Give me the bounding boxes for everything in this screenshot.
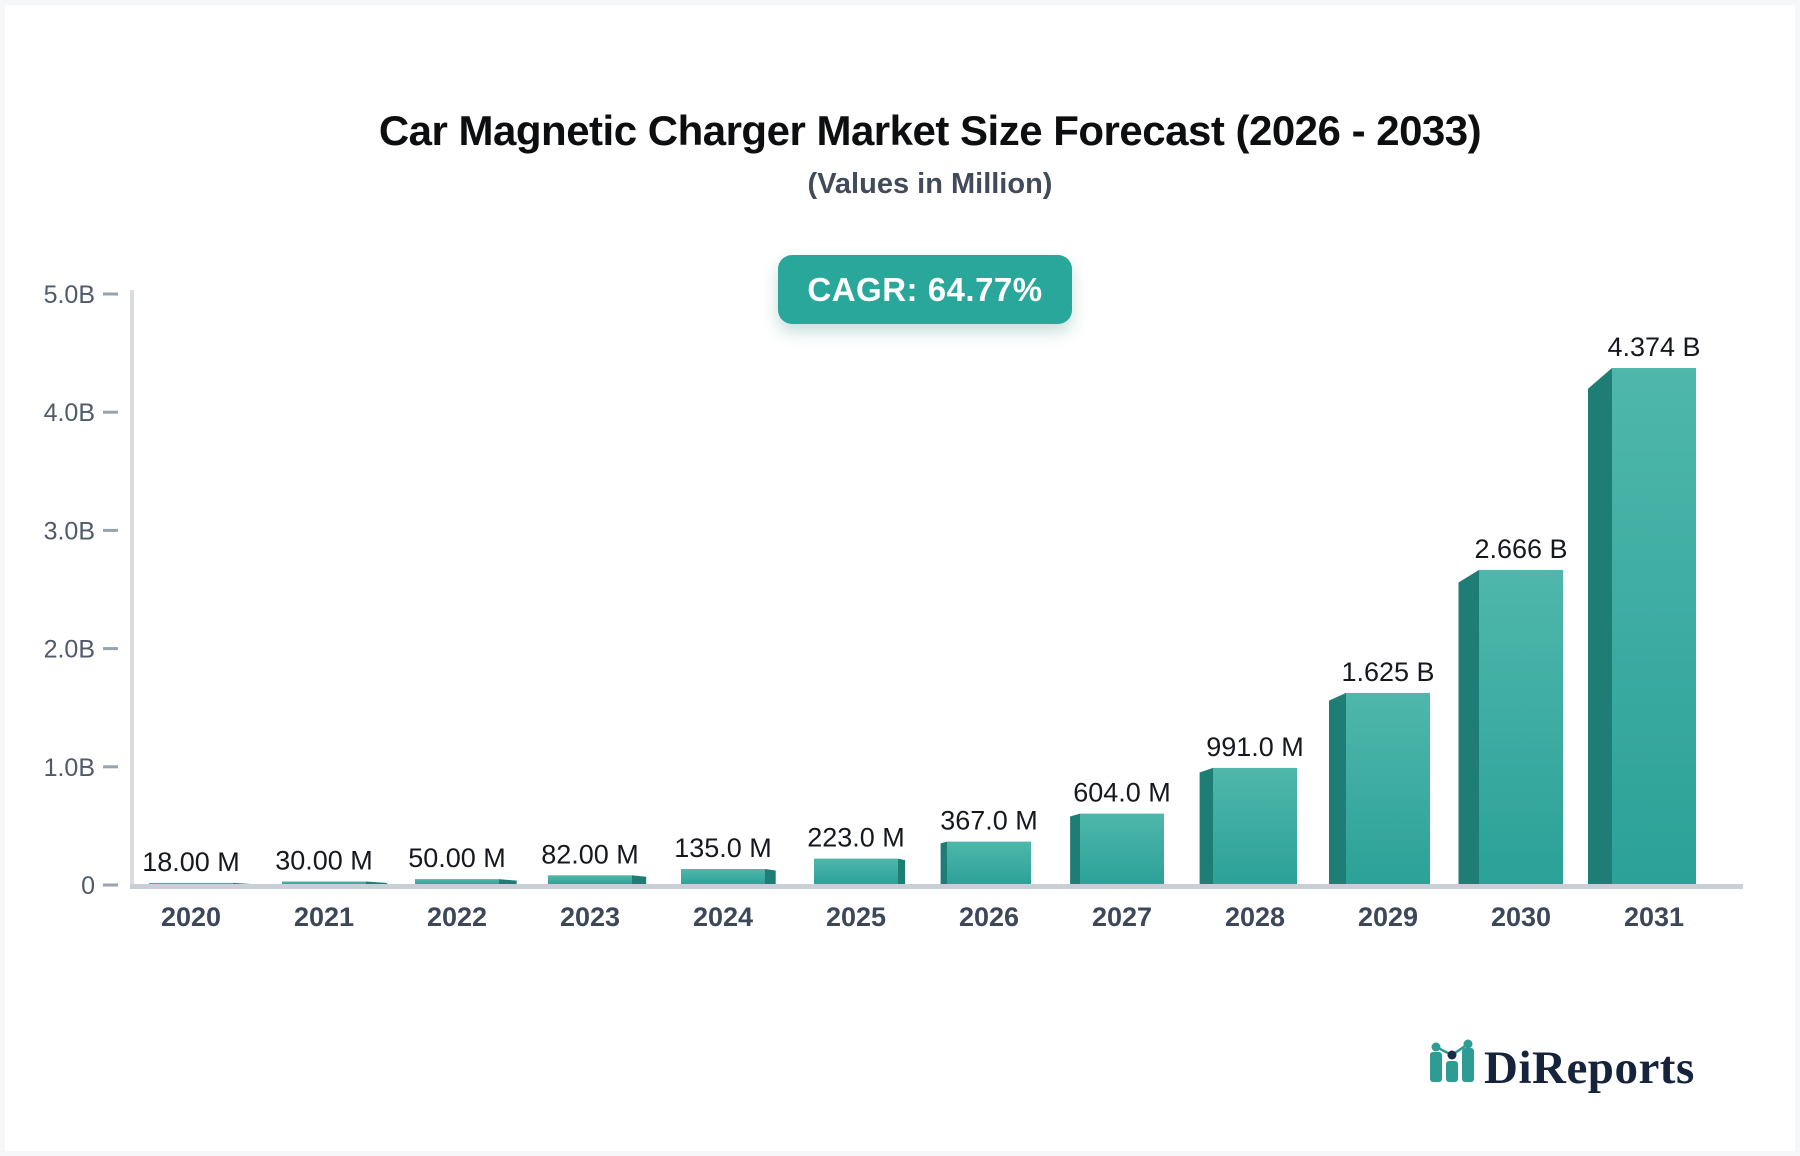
bar-side-face xyxy=(1199,767,1213,885)
bar-value-label: 50.00 M xyxy=(408,843,506,873)
bar-value-label: 1.625 B xyxy=(1341,657,1434,687)
x-axis-baseline xyxy=(130,884,1743,889)
bar-front-face xyxy=(1612,368,1696,885)
bar-value-label: 991.0 M xyxy=(1206,732,1304,762)
bar-side-face xyxy=(1329,692,1346,885)
bar-2021: 30.00 M 2021 xyxy=(275,846,388,932)
bar-value-label: 2.666 B xyxy=(1474,534,1567,564)
bar-2020: 18.00 M 2020 xyxy=(142,847,258,932)
x-axis-label: 2021 xyxy=(294,902,354,932)
y-tick xyxy=(103,765,118,769)
cagr-badge: CAGR: 64.77% xyxy=(778,255,1072,324)
bar-front-face xyxy=(1213,767,1297,885)
bar-2031: 4.374 B 2031 xyxy=(1588,332,1701,932)
bar-side-face xyxy=(940,841,947,885)
direports-logo-text: DiReports xyxy=(1484,1042,1695,1094)
x-axis-label: 2024 xyxy=(693,902,753,932)
bar-value-label: 18.00 M xyxy=(142,847,240,877)
bar-2025: 223.0 M 2025 xyxy=(807,823,906,932)
bar-side-face xyxy=(1458,569,1479,885)
bar-front-face xyxy=(681,869,765,885)
bar-value-label: 604.0 M xyxy=(1073,778,1171,808)
bar-value-label: 82.00 M xyxy=(541,839,639,869)
y-tick xyxy=(103,883,118,887)
x-axis-label: 2026 xyxy=(959,902,1019,932)
bar-front-face xyxy=(282,881,366,885)
bar-2022: 50.00 M 2022 xyxy=(408,843,517,932)
bar-value-label: 135.0 M xyxy=(674,833,772,863)
y-tick-label: 2.0B xyxy=(44,636,95,664)
bar-front-face xyxy=(1346,692,1430,885)
bar-front-face xyxy=(814,858,898,885)
bar-2028: 991.0 M 2028 xyxy=(1199,732,1304,932)
bar-side-face xyxy=(898,858,906,885)
y-tick-label: 4.0B xyxy=(44,399,95,427)
bar-front-face xyxy=(415,879,499,885)
bar-side-face xyxy=(765,869,776,885)
bar-side-face xyxy=(499,879,517,885)
bar-2024: 135.0 M 2024 xyxy=(674,833,776,932)
bar-front-face xyxy=(947,841,1031,885)
x-axis-label: 2030 xyxy=(1491,902,1551,932)
y-tick xyxy=(103,647,118,651)
bar-2027: 604.0 M 2027 xyxy=(1070,778,1171,932)
bar-side-face xyxy=(1070,813,1080,885)
y-tick xyxy=(103,292,118,296)
direports-logo: DiReports xyxy=(1428,1036,1728,1106)
page-subtitle: (Values in Million) xyxy=(807,168,1053,200)
bar-value-label: 4.374 B xyxy=(1607,332,1700,362)
bar-front-face xyxy=(548,875,632,885)
bar-value-label: 223.0 M xyxy=(807,823,905,853)
bar-front-face xyxy=(1080,813,1164,885)
x-axis-label: 2020 xyxy=(161,902,221,932)
y-tick-label: 3.0B xyxy=(44,517,95,545)
bar-value-label: 30.00 M xyxy=(275,846,373,876)
x-axis-label: 2027 xyxy=(1092,902,1152,932)
bar-2023: 82.00 M 2023 xyxy=(541,839,647,932)
bar-front-face xyxy=(1479,569,1563,885)
x-axis-label: 2023 xyxy=(560,902,620,932)
x-axis-label: 2022 xyxy=(427,902,487,932)
page-title: Car Magnetic Charger Market Size Forecas… xyxy=(378,107,1482,154)
bar-side-face xyxy=(632,875,647,885)
y-tick-label: 0 xyxy=(81,872,95,900)
bar-2029: 1.625 B 2029 xyxy=(1329,657,1435,932)
bar-value-label: 367.0 M xyxy=(940,806,1038,836)
x-axis-label: 2028 xyxy=(1225,902,1285,932)
x-axis-label: 2029 xyxy=(1358,902,1418,932)
bar-2030: 2.666 B 2030 xyxy=(1458,534,1568,932)
bar-side-face xyxy=(1588,368,1612,885)
bar-front-face xyxy=(149,882,233,885)
x-axis-label: 2031 xyxy=(1624,902,1684,932)
x-axis-label: 2025 xyxy=(826,902,886,932)
y-tick xyxy=(103,410,118,414)
y-tick-label: 1.0B xyxy=(44,754,95,782)
mini-bar-line-chart-icon xyxy=(1430,1039,1474,1082)
y-tick-label: 5.0B xyxy=(44,281,95,309)
bar-2026: 367.0 M 2026 xyxy=(940,806,1038,932)
y-axis: 0 1.0B 2.0B 3.0B 4.0B 5.0B xyxy=(44,281,134,900)
y-tick xyxy=(103,528,118,532)
